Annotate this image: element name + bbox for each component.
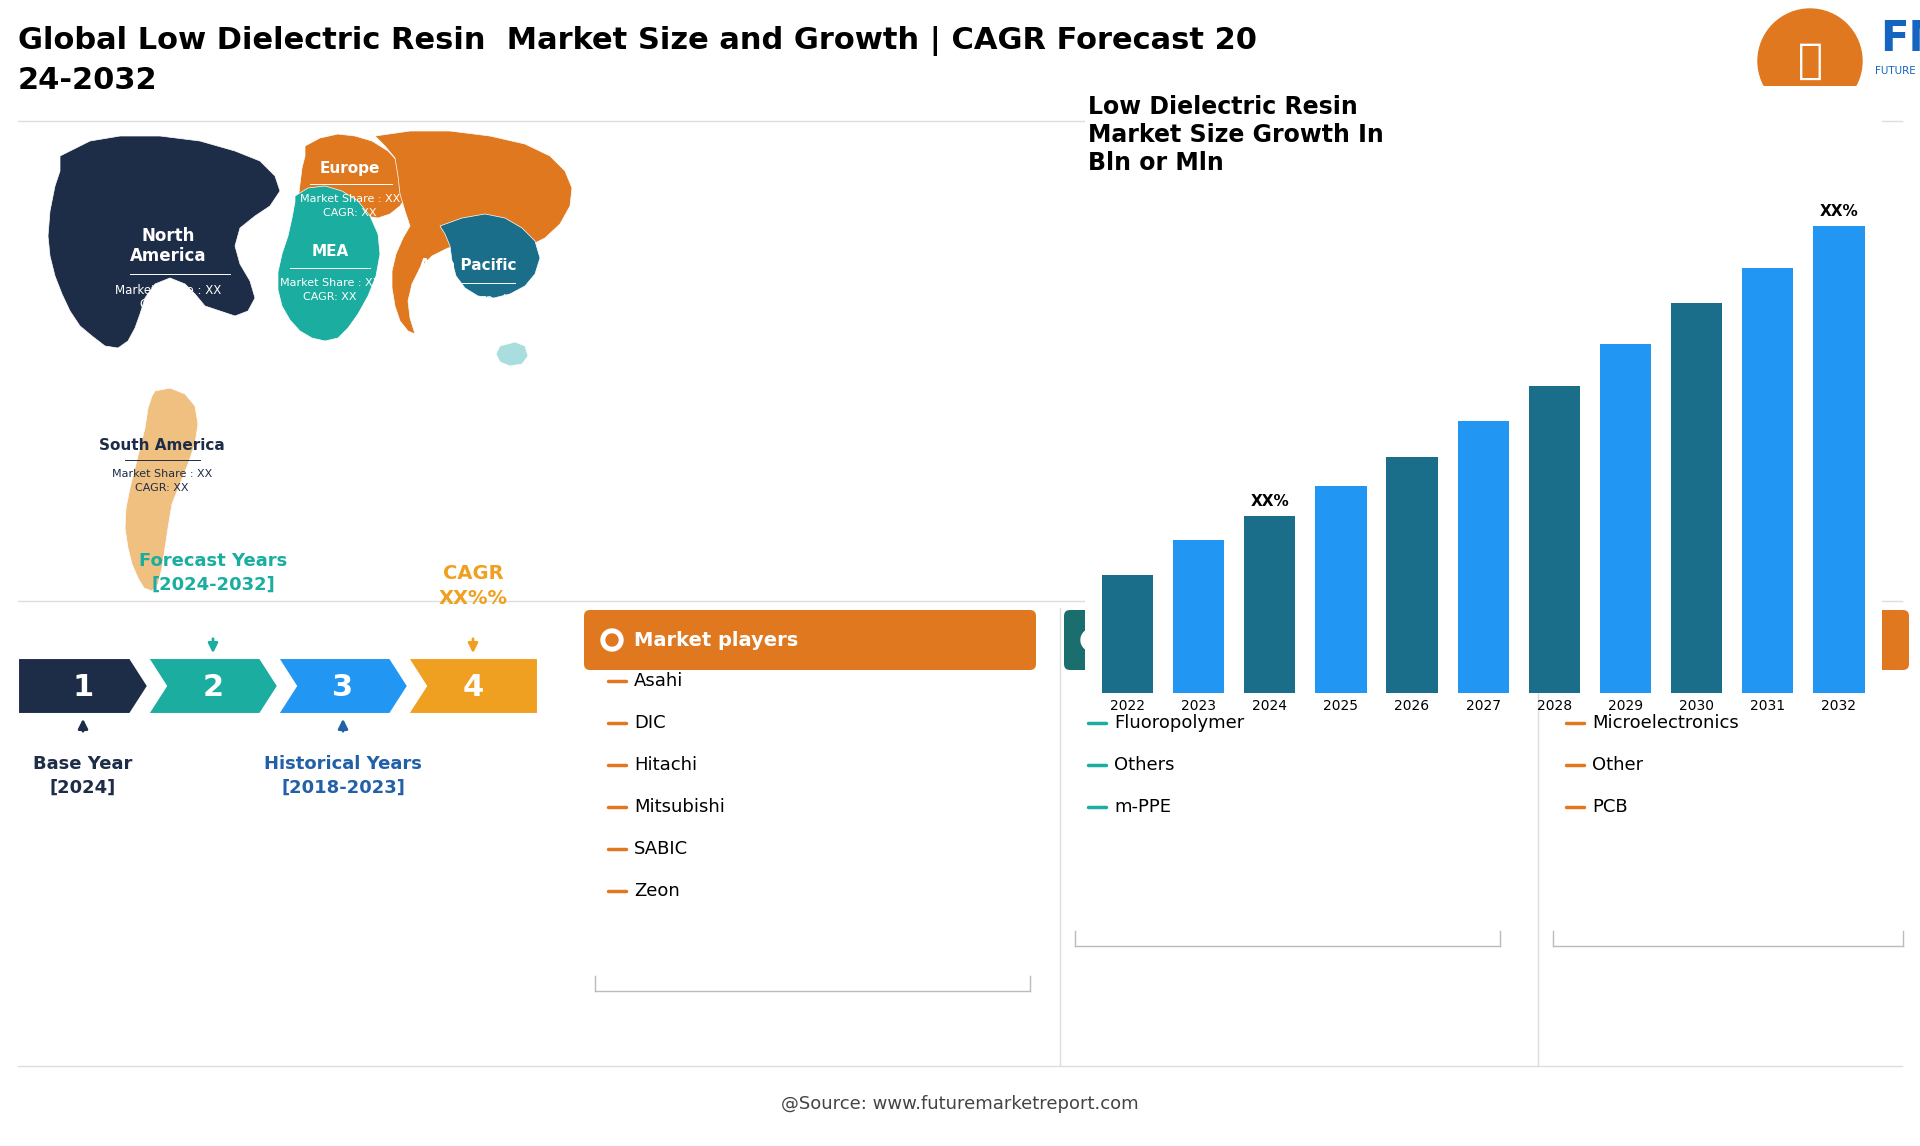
Text: FMR: FMR [1880,18,1920,60]
Text: Market Share : XX: Market Share : XX [419,295,518,304]
Circle shape [1087,634,1098,646]
Text: Base Year
[2024]: Base Year [2024] [33,755,132,796]
Text: PCB: PCB [1592,798,1628,816]
Text: Market Share : XX: Market Share : XX [111,469,211,479]
Text: Zeon: Zeon [634,882,680,900]
Bar [1599,345,1651,693]
Polygon shape [374,131,572,333]
Polygon shape [125,388,198,591]
Text: By application: By application [1592,630,1749,650]
Text: 1: 1 [73,674,94,702]
Text: Cyanate: Cyanate [1114,672,1188,690]
Polygon shape [48,136,280,348]
FancyBboxPatch shape [1542,610,1908,670]
Text: Others: Others [1114,756,1175,774]
Text: Asia Pacific: Asia Pacific [419,259,516,274]
Polygon shape [290,134,407,295]
Text: Market Share : XX: Market Share : XX [300,194,399,204]
Circle shape [601,629,622,651]
Bar [1670,303,1722,693]
Circle shape [1559,629,1580,651]
Circle shape [1565,634,1576,646]
Text: Low Dielectric Resin
Market Size Growth In
Bln or Mln: Low Dielectric Resin Market Size Growth … [1089,95,1384,175]
Text: 3: 3 [332,674,353,702]
Polygon shape [148,658,278,714]
Bar [1741,267,1793,693]
Text: MEA: MEA [311,243,349,259]
Text: Europe: Europe [321,160,380,175]
Circle shape [607,634,618,646]
Text: Mitsubishi: Mitsubishi [634,798,726,816]
Polygon shape [407,658,538,714]
Text: 🏃: 🏃 [1797,40,1822,83]
Text: Asahi: Asahi [634,672,684,690]
Text: FUTURE MARKET REPORT: FUTURE MARKET REPORT [1876,66,1920,76]
Text: Global Low Dielectric Resin  Market Size and Growth | CAGR Forecast 20: Global Low Dielectric Resin Market Size … [17,26,1258,56]
Bar [1244,516,1296,693]
Text: Forecast Years
[2024-2032]: Forecast Years [2024-2032] [138,552,288,594]
Polygon shape [440,214,540,298]
Text: m-PPE: m-PPE [1114,798,1171,816]
Text: Hitachi: Hitachi [634,756,697,774]
Text: 4: 4 [463,674,484,702]
Bar [1812,226,1864,693]
Text: CAGR: XX: CAGR: XX [442,308,495,317]
Bar [1315,486,1367,693]
Polygon shape [495,342,528,366]
Text: CAGR: XX: CAGR: XX [140,298,196,311]
Text: @Source: www.futuremarketreport.com: @Source: www.futuremarketreport.com [781,1094,1139,1113]
Polygon shape [278,658,407,714]
Text: South America: South America [100,439,225,454]
Text: By type: By type [1114,630,1198,650]
Bar [1528,386,1580,693]
Text: CAGR: XX: CAGR: XX [303,292,357,303]
Text: XX%: XX% [1820,204,1859,219]
Text: Market Share : XX: Market Share : XX [280,278,380,288]
Bar [1386,457,1438,693]
FancyBboxPatch shape [1064,610,1505,670]
Text: Antenna: Antenna [1592,672,1668,690]
Text: XX%: XX% [1250,494,1288,509]
Bar [1102,575,1154,693]
Text: Market Share : XX: Market Share : XX [115,284,221,297]
Text: SABIC: SABIC [634,840,687,858]
Text: DIC: DIC [634,714,666,732]
Text: Market players: Market players [634,630,799,650]
Bar [1457,422,1509,693]
Polygon shape [278,186,380,342]
Text: 2: 2 [202,674,223,702]
Circle shape [1759,9,1862,113]
Text: CAGR: XX: CAGR: XX [134,482,188,493]
Polygon shape [17,658,148,714]
Circle shape [1081,629,1102,651]
Text: CAGR: XX: CAGR: XX [323,209,376,218]
Bar [1173,540,1225,693]
Text: Historical Years
[2018-2023]: Historical Years [2018-2023] [265,755,422,796]
Text: 24-2032: 24-2032 [17,66,157,95]
Text: Microelectronics: Microelectronics [1592,714,1740,732]
Text: CAGR
XX%%: CAGR XX%% [438,564,507,609]
Text: Other: Other [1592,756,1644,774]
Text: North
America: North America [131,227,205,266]
Text: Fluoropolymer: Fluoropolymer [1114,714,1244,732]
FancyBboxPatch shape [584,610,1037,670]
